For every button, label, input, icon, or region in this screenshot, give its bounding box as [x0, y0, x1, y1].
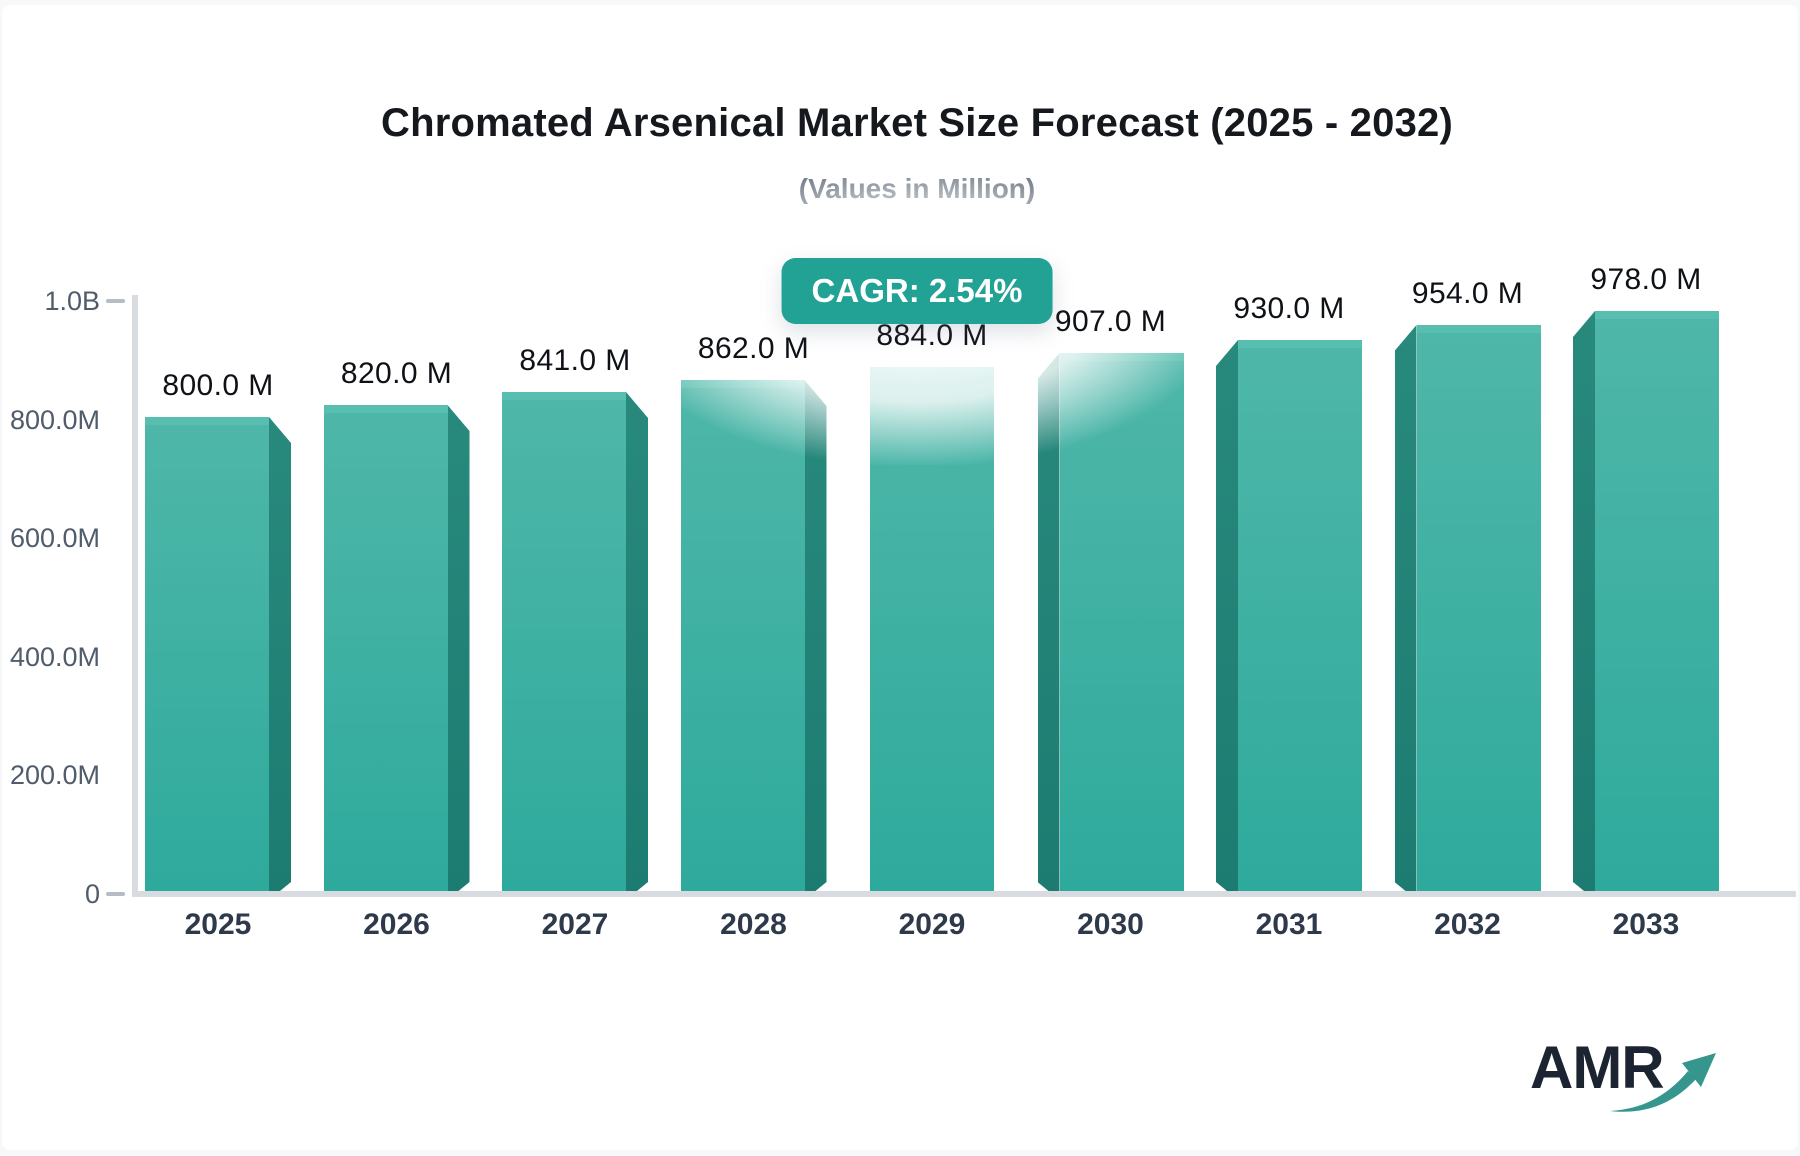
bar-side [448, 405, 470, 891]
bar-face [323, 405, 448, 891]
y-axis-line [132, 295, 138, 893]
bar-top-face [1059, 353, 1184, 361]
bar-top-face [145, 417, 269, 425]
bar-face [1416, 325, 1541, 891]
bar-top-face [1416, 325, 1541, 333]
x-axis-line [132, 891, 1796, 897]
bar-side [805, 380, 827, 891]
bar-value-label: 978.0 M [1590, 263, 1702, 296]
bar-top-face [323, 405, 448, 413]
bar-2031 [1216, 340, 1362, 891]
ytick-dash [106, 892, 125, 896]
x-axis-label: 2029 [898, 908, 966, 941]
x-axis-label: 2025 [184, 908, 252, 941]
x-axis-label: 2032 [1434, 908, 1501, 941]
bar-value-label: 820.0 M [340, 357, 453, 390]
ytick-label: 400.0M [9, 641, 100, 672]
bar-face [870, 367, 994, 891]
bar-value-label: 930.0 M [1233, 292, 1345, 325]
bar-2032 [1395, 325, 1541, 891]
ytick-label: 0 [84, 879, 100, 909]
ytick-label: 600.0M [9, 523, 100, 554]
cagr-badge: CAGR: 2.54% [781, 258, 1053, 324]
bar-top-face [1238, 340, 1362, 348]
bar-top-face [502, 392, 626, 400]
bar-side [269, 417, 291, 891]
bar-2027 [502, 392, 648, 891]
x-axis-label: 2030 [1077, 908, 1144, 941]
ytick-label: 800.0M [9, 404, 100, 435]
ytick-label: 1.0B [44, 286, 100, 316]
bar-2030 [1038, 353, 1184, 891]
bar-face [502, 392, 626, 891]
bar-2026 [323, 405, 470, 891]
bar-side [1216, 340, 1238, 891]
bar-top-face [1595, 311, 1719, 319]
chart-canvas: Chromated Arsenical Market Size Forecast… [2, 5, 1798, 1150]
bar-value-label: 800.0 M [162, 369, 274, 402]
bar-side [1573, 311, 1595, 891]
bar-2033 [1573, 311, 1719, 891]
ytick-label: 200.0M [9, 760, 100, 791]
bar-face [680, 380, 805, 891]
chart-card: Chromated Arsenical Market Size Forecast… [2, 5, 1798, 1150]
logo-arrow-icon [1610, 1053, 1716, 1112]
x-axis-label: 2031 [1255, 908, 1323, 941]
bar-face [1059, 353, 1184, 891]
logo-text: AMR [1530, 1034, 1665, 1101]
bar-side [1395, 325, 1417, 891]
brand-logo: AMR [1530, 1033, 1740, 1133]
bar-2029 [859, 367, 1005, 891]
bar-face [1238, 340, 1362, 891]
ytick-dash [106, 299, 125, 303]
bar-value-label: 954.0 M [1411, 277, 1524, 310]
bar-face [1595, 311, 1719, 891]
x-axis-label: 2028 [720, 908, 787, 941]
x-axis-label: 2027 [541, 908, 609, 941]
x-axis-label: 2033 [1612, 908, 1680, 941]
bar-2028 [680, 380, 827, 891]
bar-value-label: 841.0 M [519, 344, 631, 377]
page-title: Chromated Arsenical Market Size Forecast… [381, 101, 1453, 145]
bar-side [1038, 353, 1060, 891]
bar-face [145, 417, 269, 891]
page-subtitle: (Values in Million) [798, 173, 1036, 204]
bar-top-face [870, 367, 994, 375]
bar-2025 [145, 417, 291, 891]
x-axis-label: 2026 [363, 908, 430, 941]
bar-top-face [680, 380, 805, 388]
bar-side [626, 392, 648, 891]
